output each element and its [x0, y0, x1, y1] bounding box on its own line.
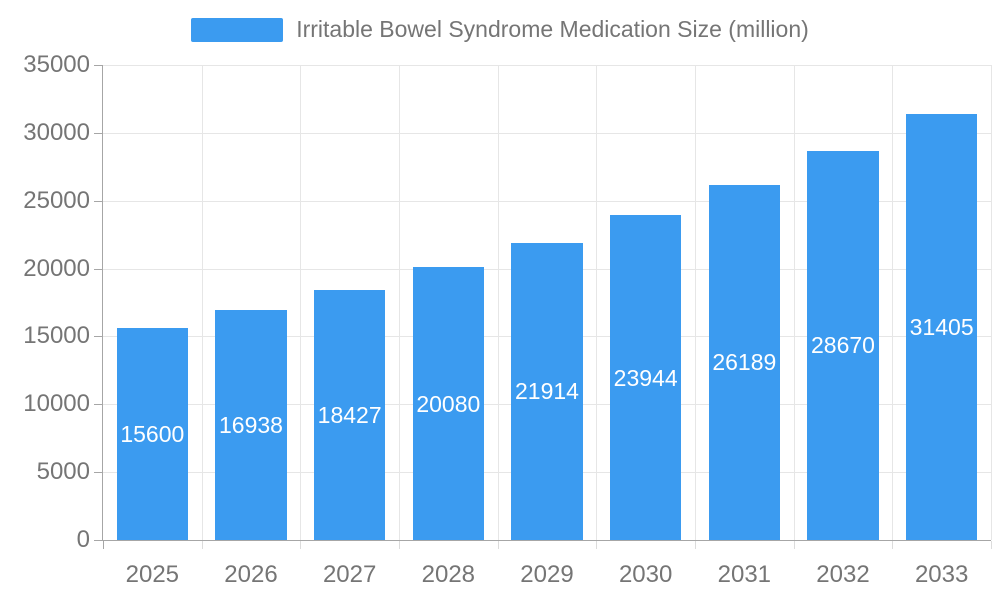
bar-2026[interactable] [215, 310, 287, 540]
legend-swatch [191, 17, 284, 42]
bar-value-label: 31405 [909, 313, 974, 340]
y-axis-tick-label: 30000 [23, 118, 90, 146]
y-axis-tick-label: 35000 [23, 51, 90, 78]
h-gridline [103, 132, 991, 134]
h-gridline [103, 65, 991, 66]
legend[interactable]: Irritable Bowel Syndrome Medication Size… [0, 16, 1000, 43]
x-axis-tick-label: 2030 [618, 561, 673, 588]
x-axis-tick-label: 2027 [322, 561, 377, 588]
v-gridline [399, 65, 400, 540]
bar-2031[interactable] [708, 184, 780, 540]
x-axis-tick-label: 2032 [816, 561, 870, 588]
y-axis-tick [94, 336, 102, 338]
x-axis-tick [103, 541, 104, 549]
bar-2027[interactable] [314, 289, 386, 540]
x-axis-tick [300, 541, 302, 549]
v-gridline [201, 65, 203, 540]
y-axis-tick-label: 20000 [23, 254, 90, 282]
v-gridline [300, 65, 302, 540]
x-axis-tick-label: 2028 [421, 561, 476, 588]
x-axis-tick-label: 2026 [224, 561, 278, 588]
bar-2032[interactable] [807, 150, 879, 540]
bar-value-label: 16938 [219, 412, 283, 439]
x-axis-tick [497, 541, 499, 549]
y-axis-tick [94, 200, 102, 202]
bar-value-label: 21914 [515, 378, 579, 405]
x-axis-tick [201, 541, 203, 549]
x-axis-tick-label: 2033 [914, 561, 969, 588]
y-axis-tick-label: 15000 [23, 322, 90, 350]
x-axis-tick [695, 541, 696, 549]
bar-value-label: 26189 [712, 349, 777, 376]
x-axis-tick-label: 2025 [125, 561, 180, 588]
bar-2029[interactable] [511, 242, 583, 540]
y-axis-tick [94, 65, 102, 66]
y-axis-tick-label: 5000 [36, 458, 90, 486]
bar-value-label: 23944 [613, 364, 678, 391]
h-gridline [103, 200, 991, 202]
plot-area: 0 5000 10000 15000 20000 25000 30000 35000 2025 1… [23, 51, 992, 588]
y-axis-tick-label: 0 [76, 526, 90, 553]
v-gridline [892, 65, 894, 540]
v-gridline [596, 65, 598, 540]
x-axis-tick-label: 2031 [717, 561, 772, 588]
x-axis-tick [991, 541, 992, 549]
x-axis-tick [399, 541, 400, 549]
y-axis-tick [94, 132, 102, 134]
bar-2028[interactable] [412, 267, 484, 540]
x-axis-tick [793, 541, 795, 549]
x-axis-tick [892, 541, 894, 549]
x-axis-tick-label: 2029 [520, 561, 574, 588]
y-axis-tick [94, 540, 102, 541]
legend-label: Irritable Bowel Syndrome Medication Size… [296, 16, 809, 42]
bar-value-label: 28670 [811, 332, 875, 359]
bar-value-label: 15600 [120, 421, 185, 448]
bar-2030[interactable] [610, 215, 682, 540]
v-gridline [991, 65, 992, 540]
v-gridline [695, 65, 696, 540]
bar-2025[interactable] [116, 328, 188, 540]
v-gridline [793, 65, 795, 540]
y-axis-tick [94, 472, 102, 474]
bar-value-label: 20080 [416, 390, 481, 417]
y-axis-tick-label: 25000 [23, 186, 90, 214]
y-axis-tick [94, 404, 102, 406]
bar-value-label: 18427 [317, 401, 382, 428]
x-axis-tick [596, 541, 598, 549]
v-gridline [497, 65, 499, 540]
y-axis-tick [94, 268, 102, 270]
y-axis-tick-label: 10000 [23, 390, 90, 418]
bar-2033[interactable] [906, 113, 978, 540]
